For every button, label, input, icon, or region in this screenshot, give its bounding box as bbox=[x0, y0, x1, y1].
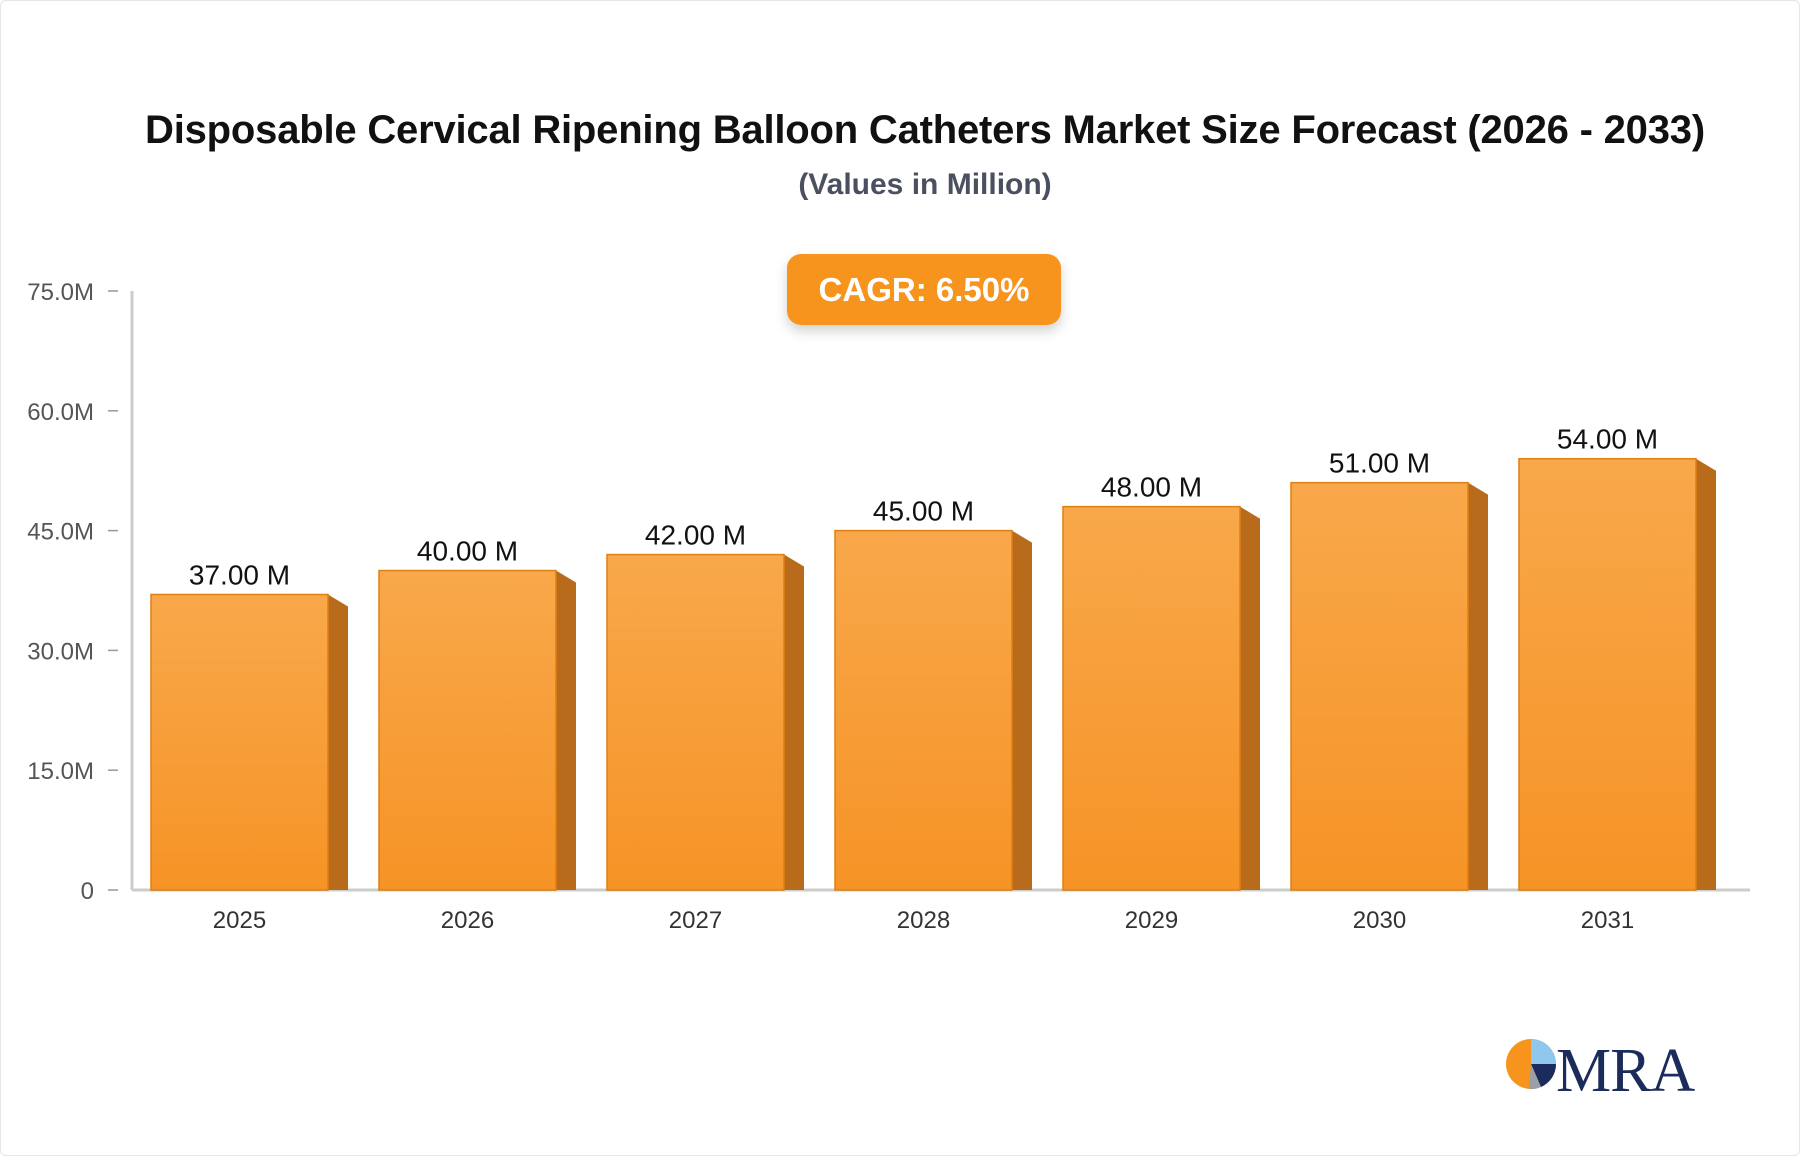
x-axis: 2025 2026 2027 2028 2029 2030 2031 bbox=[132, 888, 1750, 934]
bar bbox=[834, 529, 1013, 891]
bar bbox=[1062, 505, 1241, 891]
y-tick-label: 45.0M bbox=[27, 519, 94, 546]
bar-side bbox=[1240, 506, 1260, 890]
bar-side bbox=[1012, 530, 1032, 890]
data-label: 48.00 M bbox=[1101, 472, 1202, 503]
bar-side bbox=[1468, 482, 1488, 890]
data-label: 54.00 M bbox=[1557, 424, 1658, 455]
y-tick-label: 60.0M bbox=[27, 399, 94, 426]
data-label: 40.00 M bbox=[417, 536, 518, 567]
bar bbox=[1290, 481, 1469, 891]
bar-side bbox=[784, 554, 804, 890]
bar bbox=[606, 553, 785, 891]
bar-side bbox=[556, 570, 576, 890]
x-tick-label: 2027 bbox=[669, 907, 722, 934]
data-label: 45.00 M bbox=[873, 496, 974, 527]
x-tick-label: 2031 bbox=[1581, 907, 1634, 934]
chart-title: Disposable Cervical Ripening Balloon Cat… bbox=[145, 108, 1705, 152]
data-label: 51.00 M bbox=[1329, 448, 1430, 479]
y-tick-label: 30.0M bbox=[27, 638, 94, 665]
bar-side bbox=[328, 594, 348, 890]
x-tick-label: 2030 bbox=[1353, 907, 1406, 934]
pie-logo-icon bbox=[1506, 1039, 1557, 1090]
x-tick-label: 2028 bbox=[897, 907, 950, 934]
logo-text: MRA bbox=[1556, 1037, 1695, 1105]
x-tick-label: 2029 bbox=[1125, 907, 1178, 934]
x-tick-label: 2026 bbox=[441, 907, 494, 934]
bar bbox=[150, 593, 329, 891]
y-tick-label: 0 bbox=[81, 878, 94, 905]
x-tick-label: 2025 bbox=[213, 907, 266, 934]
chart-subtitle: (Values in Million) bbox=[798, 168, 1052, 201]
y-tick-label: 15.0M bbox=[27, 758, 94, 785]
bar bbox=[1518, 457, 1697, 891]
bar-side bbox=[1696, 458, 1716, 890]
y-axis: 0 15.0M 30.0M 45.0M 60.0M 75.0M bbox=[27, 279, 134, 905]
bar bbox=[378, 569, 557, 891]
data-label: 37.00 M bbox=[189, 559, 290, 590]
y-tick-label: 75.0M bbox=[27, 279, 94, 306]
cagr-badge: CAGR: 6.50% bbox=[787, 254, 1061, 325]
data-label: 42.00 M bbox=[645, 520, 746, 551]
bars: 37.00 M 40.00 M 42.00 M 45.00 M 48.00 M 51.00… bbox=[150, 424, 1716, 891]
